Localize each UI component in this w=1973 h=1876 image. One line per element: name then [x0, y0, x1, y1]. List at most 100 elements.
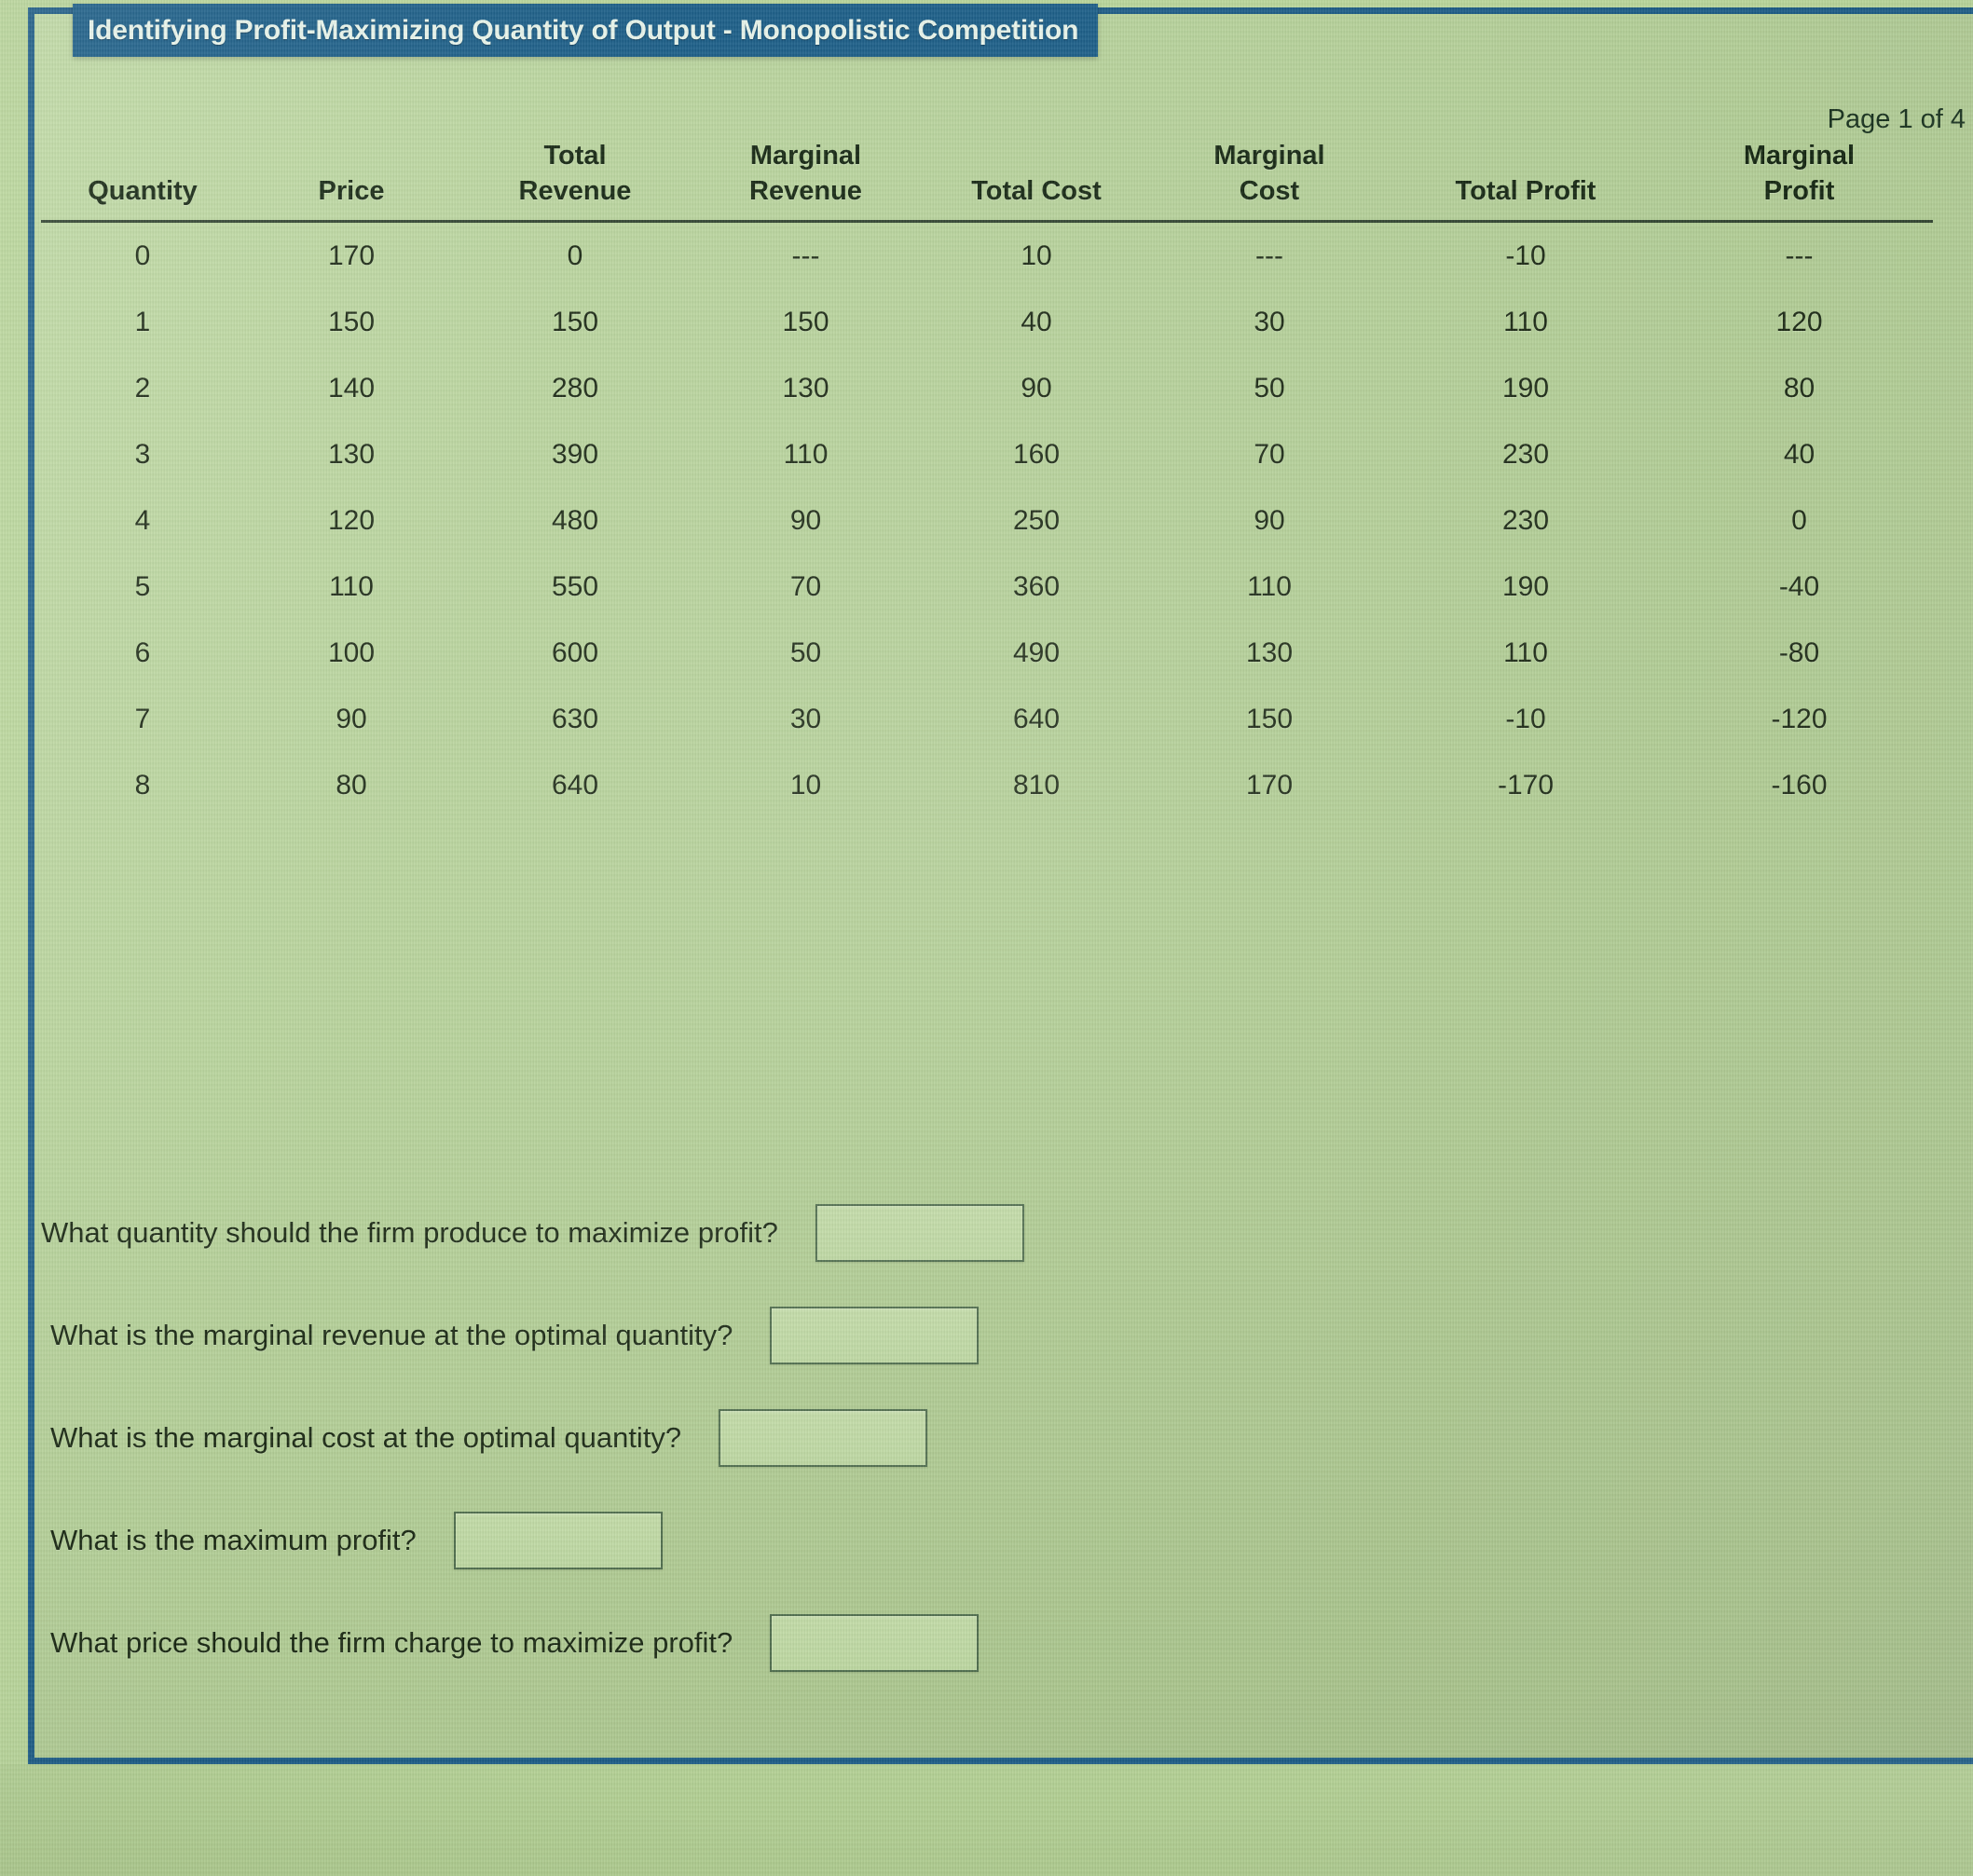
column-header-marginal-profit: Marginal Profit	[1665, 138, 1933, 222]
cell-total-revenue: 390	[551, 439, 599, 471]
cell-total-profit: 230	[1501, 439, 1550, 471]
table-row: 2 140 280 130 90 50 190 80	[41, 355, 1933, 421]
cell-marginal-profit: 80	[1783, 373, 1815, 404]
cell-marginal-revenue: 150	[782, 307, 829, 338]
cell-marginal-revenue: 110	[783, 439, 829, 471]
cell-quantity: 8	[134, 770, 151, 801]
answer-input-maximum-profit[interactable]	[453, 1512, 663, 1569]
cell-marginal-revenue: 70	[789, 571, 822, 603]
page-title: Identifying Profit-Maximizing Quantity o…	[88, 14, 1079, 46]
column-header-total-revenue-line1: Total	[543, 141, 607, 171]
cell-price: 90	[336, 704, 367, 735]
cell-marginal-cost: 50	[1254, 373, 1285, 404]
column-header-marginal-revenue-line2: Revenue	[749, 175, 862, 206]
cell-total-revenue: 0	[567, 240, 583, 272]
cell-marginal-cost: 150	[1245, 704, 1294, 735]
profit-maximization-table: Quantity Price Total Revenue Marginal Re…	[41, 138, 1933, 818]
question-label-marginal-revenue: What is the marginal revenue at the opti…	[50, 1319, 733, 1351]
cell-price: 150	[327, 307, 376, 338]
column-header-marginal-cost: Marginal Cost	[1153, 138, 1386, 222]
cell-marginal-profit: -120	[1771, 704, 1828, 735]
cell-total-profit: 110	[1503, 307, 1548, 338]
cell-marginal-cost: ---	[1255, 240, 1283, 272]
cell-marginal-revenue: 10	[789, 770, 822, 801]
column-header-price: Price	[244, 138, 459, 222]
page-indicator: Page 1 of 4	[1827, 104, 1966, 134]
table-row: 5 110 550 70 360 110 190 -40	[41, 554, 1933, 620]
cell-total-cost: 490	[1012, 637, 1061, 669]
answer-input-marginal-revenue[interactable]	[770, 1307, 980, 1364]
column-header-total-cost: Total Cost	[920, 138, 1153, 222]
question-row-marginal-revenue: What is the marginal revenue at the opti…	[50, 1284, 1868, 1387]
question-label-maximum-profit: What is the maximum profit?	[50, 1524, 417, 1556]
cell-total-cost: 90	[1021, 373, 1052, 404]
column-header-total-revenue-line2: Revenue	[518, 175, 632, 206]
column-header-marginal-revenue: Marginal Revenue	[692, 138, 920, 222]
cell-total-cost: 250	[1012, 505, 1061, 537]
cell-marginal-revenue: 30	[789, 704, 822, 735]
column-header-marginal-cost-line2: Cost	[1239, 175, 1300, 206]
cell-marginal-revenue: 50	[789, 637, 822, 669]
cell-quantity: 1	[134, 307, 151, 338]
cell-marginal-profit: -160	[1771, 770, 1828, 801]
cell-total-revenue: 640	[551, 770, 599, 801]
cell-marginal-cost: 90	[1254, 505, 1285, 537]
column-header-price-line2: Price	[318, 175, 385, 206]
cell-price: 80	[336, 770, 367, 801]
cell-marginal-profit: 40	[1783, 439, 1815, 471]
cell-total-cost: 10	[1021, 240, 1052, 272]
cell-total-cost: 160	[1012, 439, 1061, 471]
worksheet-title-bar: Identifying Profit-Maximizing Quantity o…	[73, 4, 1098, 57]
cell-price: 120	[327, 505, 376, 537]
cell-marginal-revenue: ---	[791, 240, 820, 272]
question-row-optimal-quantity: What quantity should the firm produce to…	[41, 1182, 1868, 1284]
table-row: 4 120 480 90 250 90 230 0	[41, 487, 1933, 554]
cell-total-revenue: 150	[551, 307, 599, 338]
table-body: 0 170 0 --- 10 --- -10 --- 1 150 150 150…	[41, 222, 1933, 819]
table-row: 8 80 640 10 810 170 -170 -160	[41, 752, 1933, 818]
table-row: 3 130 390 110 160 70 230 40	[41, 421, 1933, 487]
cell-quantity: 4	[134, 505, 151, 537]
column-header-total-revenue: Total Revenue	[459, 138, 692, 222]
question-row-optimal-price: What price should the firm charge to max…	[50, 1592, 1868, 1694]
column-header-marginal-revenue-line1: Marginal	[749, 141, 862, 171]
cell-total-profit: 110	[1503, 637, 1548, 669]
cell-marginal-profit: -80	[1778, 637, 1820, 669]
column-header-total-profit-line2: Total Profit	[1455, 175, 1596, 206]
answer-input-marginal-cost[interactable]	[719, 1409, 928, 1467]
column-header-marginal-profit-line1: Marginal	[1743, 141, 1856, 171]
table-row: 0 170 0 --- 10 --- -10 ---	[41, 222, 1933, 290]
cell-total-profit: -10	[1505, 704, 1546, 735]
cell-total-revenue: 480	[551, 505, 599, 537]
cell-quantity: 3	[134, 439, 151, 471]
cell-total-profit: 230	[1501, 505, 1550, 537]
column-header-total-cost-line2: Total Cost	[971, 175, 1102, 206]
cell-price: 170	[327, 240, 376, 272]
cell-total-cost: 360	[1012, 571, 1061, 603]
cell-quantity: 0	[134, 240, 151, 272]
cell-total-cost: 40	[1021, 307, 1052, 338]
questions-section: What quantity should the firm produce to…	[41, 1182, 1868, 1694]
cell-marginal-profit: 120	[1775, 307, 1823, 338]
cell-total-profit: -10	[1505, 240, 1546, 272]
cell-quantity: 6	[134, 637, 151, 669]
cell-price: 100	[327, 637, 376, 669]
cell-total-cost: 640	[1012, 704, 1061, 735]
cell-marginal-revenue: 130	[782, 373, 829, 404]
cell-marginal-cost: 130	[1245, 637, 1294, 669]
cell-quantity: 7	[134, 704, 151, 735]
table-header-row: Quantity Price Total Revenue Marginal Re…	[41, 138, 1933, 222]
cell-price: 140	[327, 373, 376, 404]
cell-total-profit: 190	[1501, 571, 1550, 603]
cell-total-revenue: 600	[551, 637, 599, 669]
answer-input-optimal-price[interactable]	[770, 1614, 980, 1672]
cell-total-revenue: 280	[551, 373, 599, 404]
cell-marginal-profit: 0	[1791, 505, 1807, 537]
cell-price: 110	[329, 571, 374, 603]
table-row: 1 150 150 150 40 30 110 120	[41, 289, 1933, 355]
question-label-marginal-cost: What is the marginal cost at the optimal…	[50, 1421, 682, 1454]
answer-input-optimal-quantity[interactable]	[815, 1204, 1024, 1262]
cell-price: 130	[327, 439, 376, 471]
column-header-marginal-profit-line2: Profit	[1763, 175, 1835, 206]
column-header-quantity: Quantity	[41, 138, 244, 222]
